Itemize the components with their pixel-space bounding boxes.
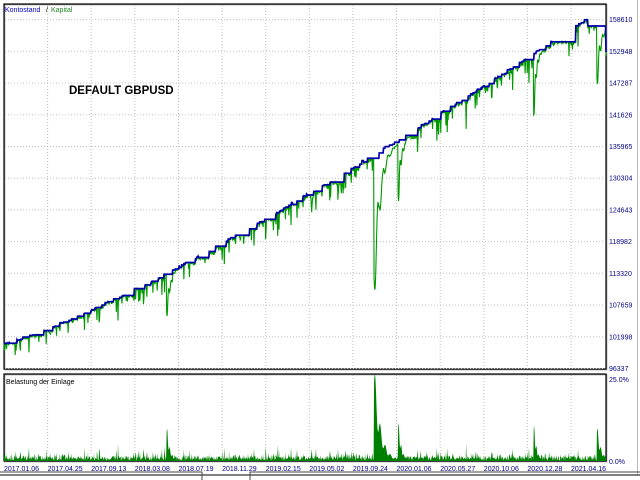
svg-text:Kontostand: Kontostand — [5, 7, 41, 14]
svg-text:135965: 135965 — [609, 144, 632, 151]
svg-text:/: / — [46, 7, 48, 14]
svg-text:141626: 141626 — [609, 112, 632, 119]
svg-text:25.0%: 25.0% — [609, 377, 629, 384]
svg-text:101998: 101998 — [609, 334, 632, 341]
svg-text:158610: 158610 — [609, 17, 632, 24]
svg-text:147287: 147287 — [609, 81, 632, 88]
svg-text:Kapital: Kapital — [51, 7, 73, 14]
svg-text:DEFAULT GBPUSD: DEFAULT GBPUSD — [69, 85, 174, 97]
svg-text:107659: 107659 — [609, 303, 632, 310]
svg-text:113320: 113320 — [609, 271, 632, 278]
svg-text:130304: 130304 — [609, 176, 632, 183]
svg-text:Belastung der Einlage: Belastung der Einlage — [6, 379, 75, 386]
svg-text:152948: 152948 — [609, 49, 632, 56]
svg-text:96337: 96337 — [609, 366, 629, 373]
svg-text:118982: 118982 — [609, 239, 632, 246]
svg-text:124643: 124643 — [609, 207, 632, 214]
svg-text:0.0%: 0.0% — [609, 459, 625, 466]
